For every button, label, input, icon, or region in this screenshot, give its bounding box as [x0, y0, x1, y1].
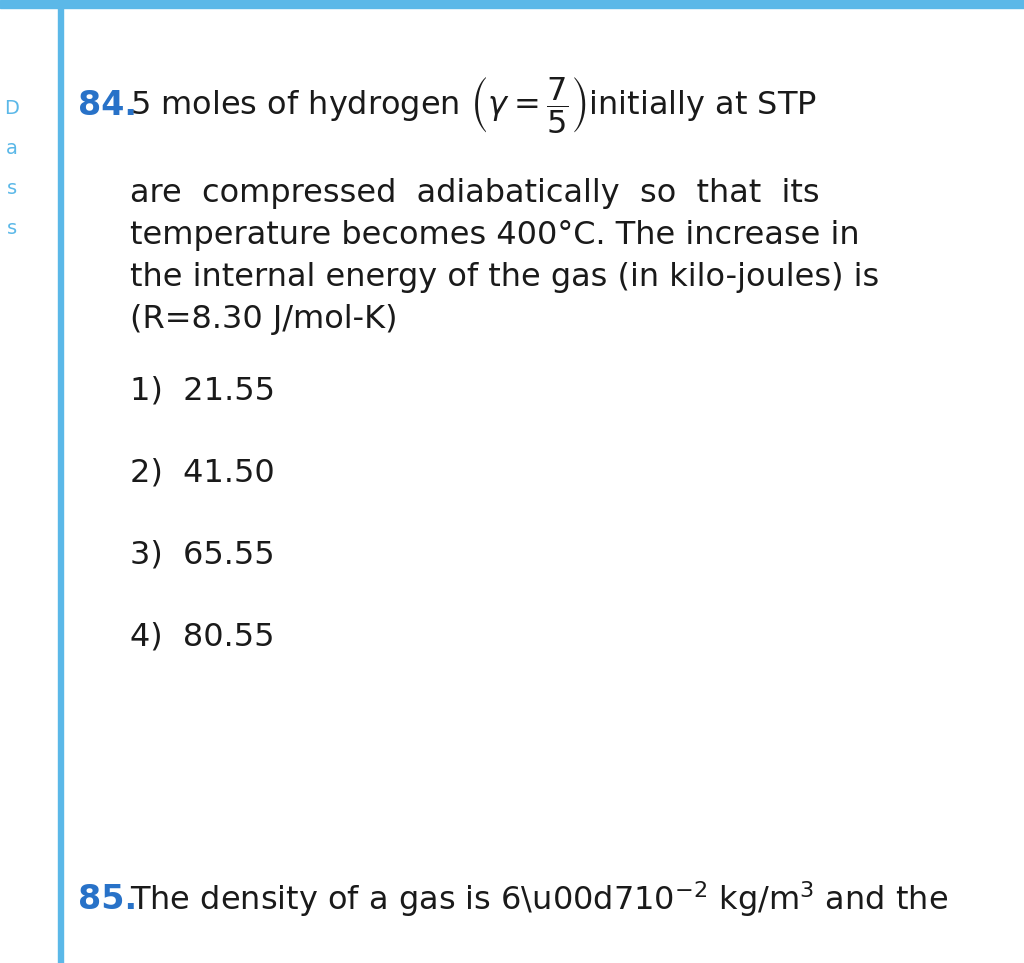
Text: 3)  65.55: 3) 65.55	[130, 539, 274, 570]
Text: 84.: 84.	[78, 89, 137, 121]
Text: 1)  21.55: 1) 21.55	[130, 376, 275, 406]
Text: (R=8.30 J/mol-K): (R=8.30 J/mol-K)	[130, 303, 397, 334]
Bar	[0, 0, 1024, 8]
Text: 2)  41.50: 2) 41.50	[130, 457, 274, 488]
Text: s: s	[7, 219, 17, 238]
Text: 85.: 85.	[78, 882, 137, 916]
Text: the internal energy of the gas (in kilo-joules) is: the internal energy of the gas (in kilo-…	[130, 262, 880, 293]
Bar	[58, 0, 63, 963]
Text: 5 moles of hydrogen $\left(\gamma=\dfrac{7}{5}\right)$initially at STP: 5 moles of hydrogen $\left(\gamma=\dfrac…	[130, 75, 817, 135]
Text: s: s	[7, 178, 17, 197]
Text: D: D	[4, 98, 19, 117]
Text: The density of a gas is 6\u00d710$^{-2}$ kg/m$^{3}$ and the: The density of a gas is 6\u00d710$^{-2}$…	[130, 879, 948, 919]
Text: temperature becomes 400°C. The increase in: temperature becomes 400°C. The increase …	[130, 220, 859, 250]
Text: 4)  80.55: 4) 80.55	[130, 621, 274, 653]
Text: a: a	[6, 139, 18, 158]
Text: are  compressed  adiabatically  so  that  its: are compressed adiabatically so that its	[130, 177, 819, 209]
